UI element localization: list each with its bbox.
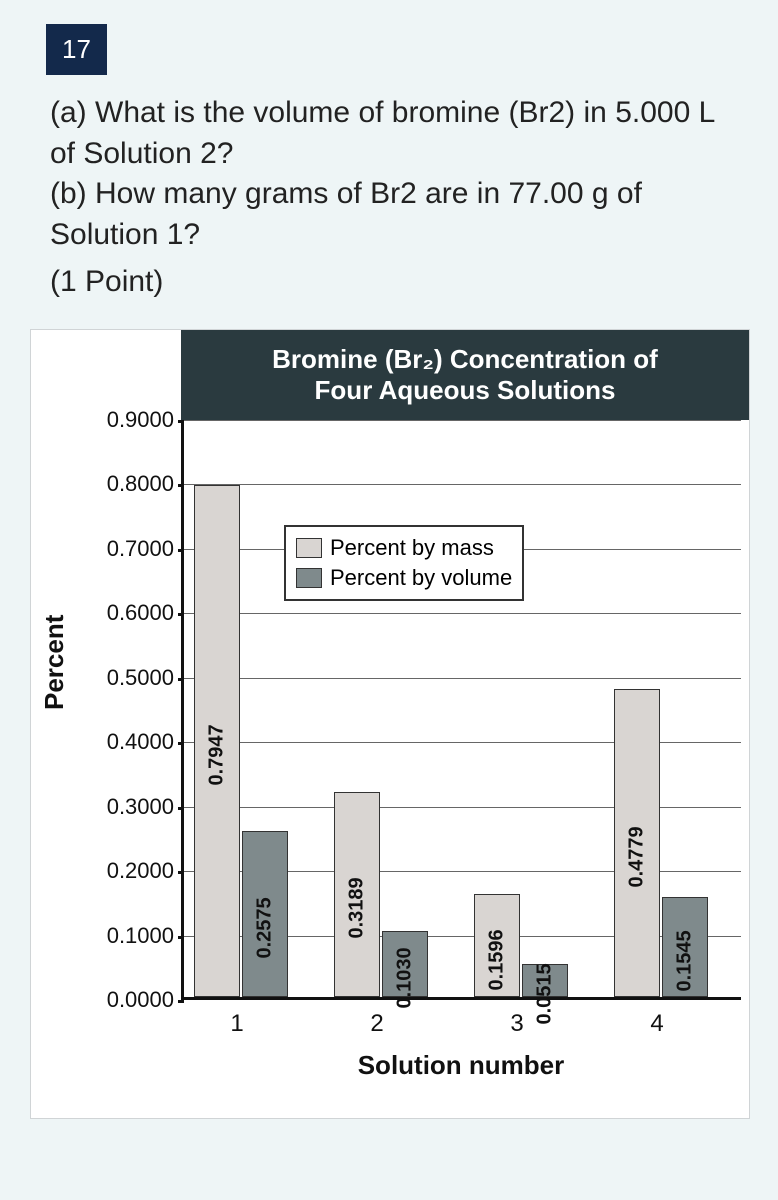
- ytick: [178, 678, 184, 681]
- bar-value-label: 0.4779: [626, 808, 649, 888]
- ytick-label: 0.1000: [107, 923, 174, 949]
- ytick: [178, 613, 184, 616]
- ytick-label: 0.4000: [107, 729, 174, 755]
- bar-value-label: 0.1596: [486, 910, 509, 990]
- ytick-label: 0.8000: [107, 471, 174, 497]
- grid-line: [184, 678, 741, 679]
- ytick: [178, 742, 184, 745]
- ytick-label: 0.5000: [107, 665, 174, 691]
- ytick: [178, 871, 184, 874]
- xtick-label: 2: [370, 1010, 383, 1038]
- ytick: [178, 807, 184, 810]
- ytick: [178, 484, 184, 487]
- ytick: [178, 549, 184, 552]
- bar-value-label: 0.7947: [206, 705, 229, 785]
- bar-value-label: 0.1030: [394, 928, 417, 1008]
- ytick-label: 0.6000: [107, 600, 174, 626]
- ytick-label: 0.3000: [107, 794, 174, 820]
- grid-line: [184, 484, 741, 485]
- chart-legend: Percent by mass Percent by volume: [284, 525, 524, 601]
- bromine-chart: Bromine (Br₂) Concentration of Four Aque…: [30, 329, 750, 1119]
- ytick: [178, 936, 184, 939]
- grid-line: [184, 613, 741, 614]
- bar-value-label: 0.2575: [254, 879, 277, 959]
- legend-swatch: [296, 538, 322, 558]
- question-number-badge: 17: [46, 24, 107, 75]
- bar-value-label: 0.3189: [346, 859, 369, 939]
- xtick-label: 1: [230, 1010, 243, 1038]
- ytick: [178, 1000, 184, 1003]
- ytick: [178, 420, 184, 423]
- legend-label: Percent by volume: [330, 565, 512, 591]
- question-card: 17 (a) What is the volume of bromine (Br…: [30, 24, 748, 1119]
- question-points: (1 Point): [30, 265, 748, 319]
- xtick-label: 3: [510, 1010, 523, 1038]
- ytick-label: 0.2000: [107, 858, 174, 884]
- legend-swatch: [296, 568, 322, 588]
- chart-title: Bromine (Br₂) Concentration of Four Aque…: [181, 330, 749, 420]
- chart-ylabel: Percent: [39, 615, 70, 710]
- question-text: (a) What is the volume of bromine (Br2) …: [30, 75, 748, 265]
- bar-value-label: 0.0515: [534, 945, 557, 1025]
- chart-xlabel: Solution number: [181, 1050, 741, 1081]
- question-part-a: (a) What is the volume of bromine (Br2) …: [50, 93, 728, 174]
- legend-label: Percent by mass: [330, 535, 494, 561]
- chart-plot-area: 0.79470.25750.31890.10300.15960.05150.47…: [181, 420, 741, 1000]
- ytick-label: 0.0000: [107, 987, 174, 1013]
- chart-title-line1: Bromine (Br₂) Concentration of: [181, 344, 749, 375]
- chart-title-line2: Four Aqueous Solutions: [181, 375, 749, 406]
- bar-value-label: 0.1545: [674, 912, 697, 992]
- legend-row: Percent by mass: [296, 533, 512, 563]
- xtick-label: 4: [650, 1010, 663, 1038]
- legend-row: Percent by volume: [296, 563, 512, 593]
- ytick-label: 0.9000: [107, 407, 174, 433]
- question-part-b: (b) How many grams of Br2 are in 77.00 g…: [50, 174, 728, 255]
- grid-line: [184, 420, 741, 421]
- ytick-label: 0.7000: [107, 536, 174, 562]
